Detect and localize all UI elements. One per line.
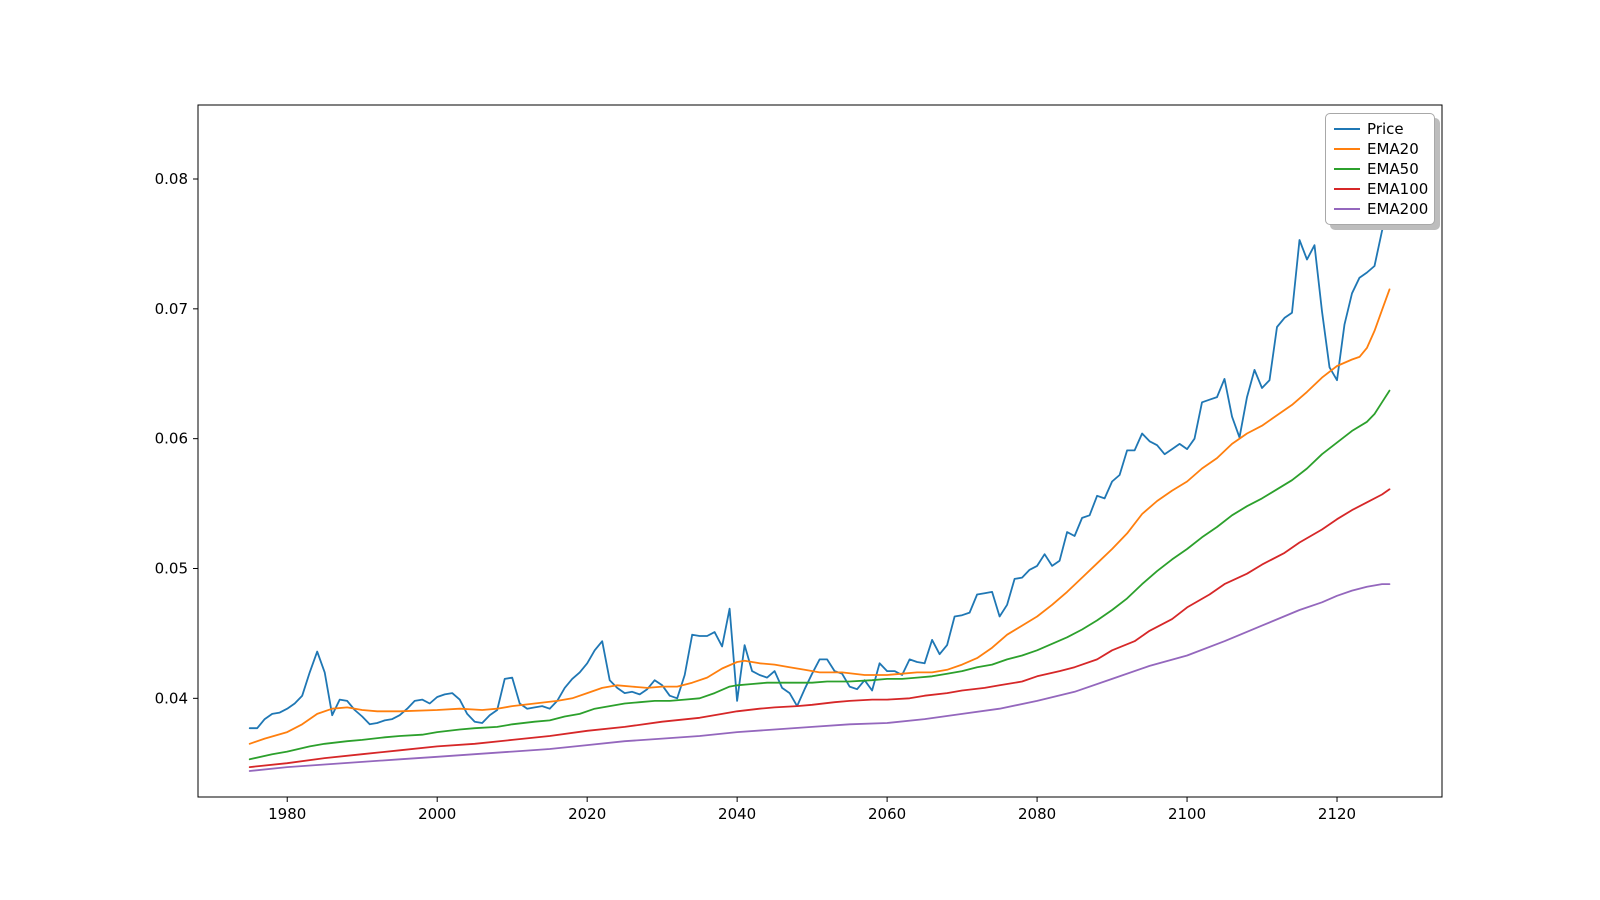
series-line-ema100: [248, 488, 1391, 768]
legend-entry-price: Price: [1334, 119, 1426, 139]
y-tick-label: 0.05: [155, 559, 188, 577]
y-tick-label: 0.07: [155, 300, 188, 318]
legend-label: Price: [1367, 120, 1404, 138]
y-tick-label: 0.08: [155, 170, 188, 188]
legend: Price EMA20 EMA50 EMA100 EMA200: [1325, 113, 1435, 225]
x-tick-label: 2000: [418, 805, 456, 823]
legend-line-sample-ema200: [1334, 208, 1360, 210]
legend-label: EMA20: [1367, 140, 1419, 158]
series-line-ema20: [248, 288, 1391, 745]
legend-label: EMA100: [1367, 180, 1429, 198]
series-line-ema50: [248, 389, 1391, 761]
legend-line-sample-price: [1334, 128, 1360, 130]
legend-label: EMA50: [1367, 160, 1419, 178]
legend-entry-ema20: EMA20: [1334, 139, 1426, 159]
x-tick-label: 2060: [868, 805, 906, 823]
y-tick-label: 0.06: [155, 430, 188, 448]
x-tick-label: 1980: [268, 805, 306, 823]
legend-label: EMA200: [1367, 200, 1429, 218]
series-line-price: [248, 206, 1391, 730]
x-tick-label: 2120: [1318, 805, 1356, 823]
legend-entry-ema100: EMA100: [1334, 179, 1429, 199]
x-tick-label: 2100: [1168, 805, 1206, 823]
y-tick-label: 0.04: [155, 689, 188, 707]
series-line-ema200: [248, 583, 1391, 772]
legend-entry-ema50: EMA50: [1334, 159, 1426, 179]
legend-line-sample-ema100: [1334, 188, 1360, 190]
axes-frame: [197, 104, 1443, 798]
x-tick-label: 2020: [568, 805, 606, 823]
legend-line-sample-ema50: [1334, 168, 1360, 170]
x-tick-label: 2080: [1018, 805, 1056, 823]
x-tick-label: 2040: [718, 805, 756, 823]
legend-entry-ema200: EMA200: [1334, 199, 1429, 219]
legend-line-sample-ema20: [1334, 148, 1360, 150]
